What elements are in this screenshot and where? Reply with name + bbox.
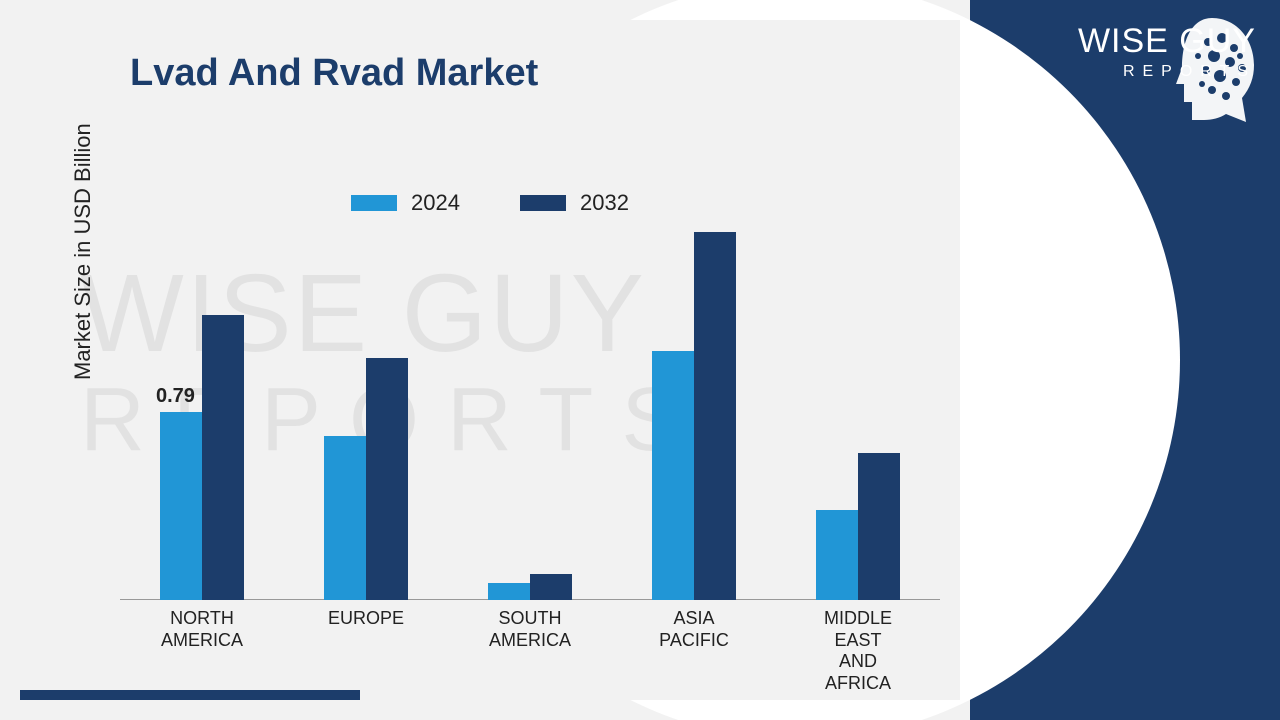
bar <box>366 358 408 600</box>
y-axis-label: Market Size in USD Billion <box>70 123 96 380</box>
bar <box>816 510 858 600</box>
bar-value-label: 0.79 <box>156 385 195 408</box>
bar <box>652 351 694 600</box>
legend-item-2032: 2032 <box>520 190 629 216</box>
bar <box>324 436 366 600</box>
bar <box>160 412 202 600</box>
legend-item-2024: 2024 <box>351 190 460 216</box>
brand-block: WISE GUY REPORTS <box>1078 22 1256 81</box>
bar <box>202 315 244 600</box>
bar-pair <box>160 315 244 600</box>
x-axis-category-label: NORTHAMERICA <box>122 608 282 651</box>
legend: 2024 2032 <box>20 190 960 216</box>
x-axis-category-label: MIDDLEEASTANDAFRICA <box>778 608 938 694</box>
legend-swatch-2032 <box>520 195 566 211</box>
bar-pair <box>652 232 736 600</box>
brand-sub: REPORTS <box>1078 63 1256 81</box>
x-axis-category-label: ASIAPACIFIC <box>614 608 774 651</box>
plot-area: 0.79 <box>120 220 940 600</box>
brand-main: WISE GUY <box>1078 22 1256 61</box>
chart-title: Lvad And Rvad Market <box>130 52 538 95</box>
bar <box>488 583 530 600</box>
x-axis-category-label: EUROPE <box>286 608 446 630</box>
bar <box>694 232 736 600</box>
legend-label-2024: 2024 <box>411 190 460 216</box>
bar-pair <box>816 453 900 600</box>
chart-card: WISE GUY REPORTS Lvad And Rvad Market Ma… <box>20 20 960 700</box>
bar-pair <box>488 574 572 600</box>
legend-label-2032: 2032 <box>580 190 629 216</box>
bar-pair <box>324 358 408 600</box>
bottom-accent-bar <box>20 690 360 700</box>
x-axis-category-label: SOUTHAMERICA <box>450 608 610 651</box>
x-axis-labels: NORTHAMERICAEUROPESOUTHAMERICAASIAPACIFI… <box>120 602 940 720</box>
stage: WISE GUY REPORTS Lvad And Rvad Market Ma… <box>0 0 1280 720</box>
bar <box>858 453 900 600</box>
bar <box>530 574 572 600</box>
legend-swatch-2024 <box>351 195 397 211</box>
